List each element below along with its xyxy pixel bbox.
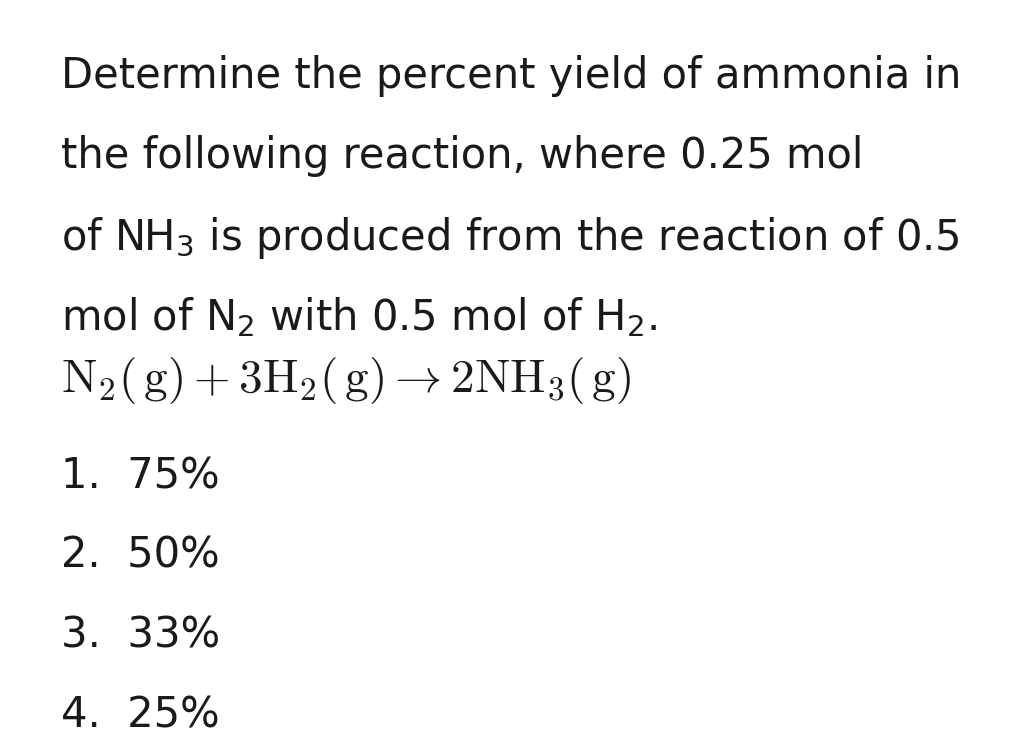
Text: 2.  50%: 2. 50% xyxy=(61,535,220,577)
Text: Determine the percent yield of ammonia in: Determine the percent yield of ammonia i… xyxy=(61,55,962,97)
Text: the following reaction, where 0.25 mol: the following reaction, where 0.25 mol xyxy=(61,135,864,177)
Text: 3.  33%: 3. 33% xyxy=(61,615,220,657)
Text: 1.  75%: 1. 75% xyxy=(61,455,220,497)
Text: of NH$_3$ is produced from the reaction of 0.5: of NH$_3$ is produced from the reaction … xyxy=(61,215,961,261)
Text: $\mathrm{N_2(\,g) + 3H_2(\,g) \rightarrow 2NH_3(\,g)}$: $\mathrm{N_2(\,g) + 3H_2(\,g) \rightarro… xyxy=(61,355,632,406)
Text: 4.  25%: 4. 25% xyxy=(61,695,220,737)
Text: mol of N$_2$ with 0.5 mol of H$_2$.: mol of N$_2$ with 0.5 mol of H$_2$. xyxy=(61,295,657,339)
